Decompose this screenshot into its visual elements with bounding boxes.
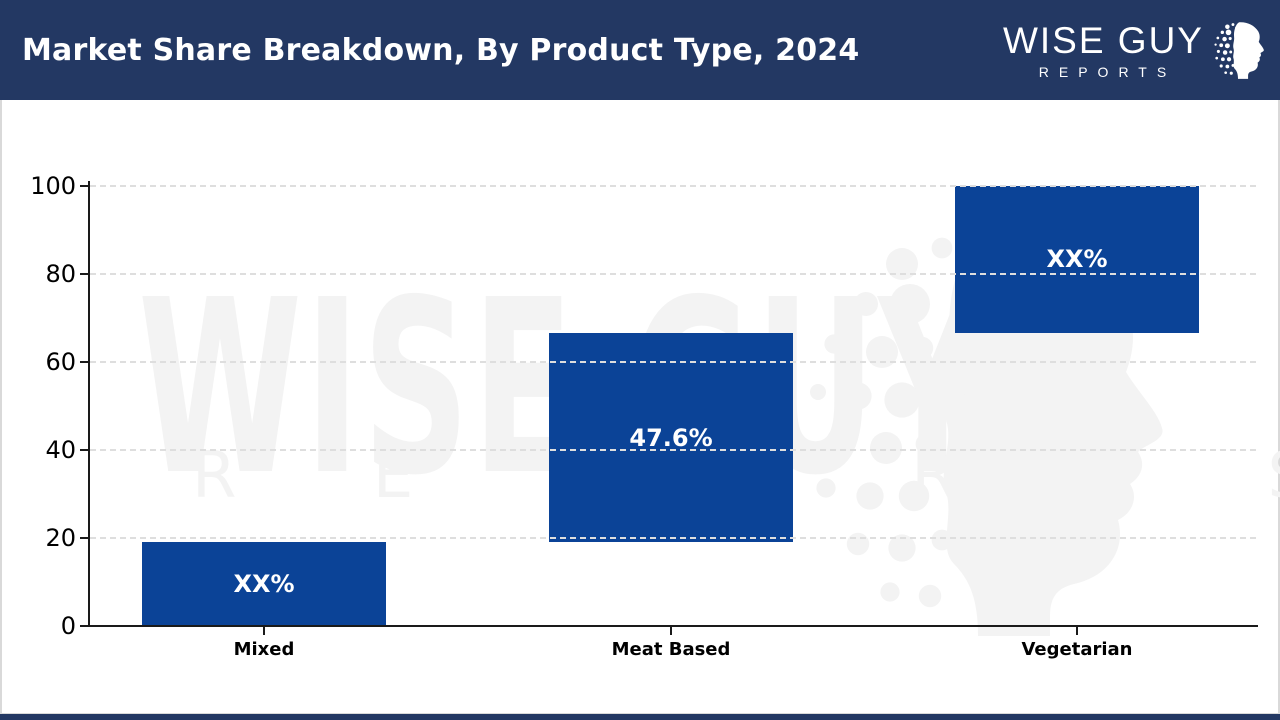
y-tick-label-60: 60 <box>45 348 76 376</box>
y-tick-40 <box>80 449 89 451</box>
bar-value-label: XX% <box>233 570 295 599</box>
header-bar: Market Share Breakdown, By Product Type,… <box>0 0 1280 100</box>
y-tick-label-20: 20 <box>45 524 76 552</box>
bar-value-label: 47.6% <box>629 423 713 452</box>
y-tick-0 <box>80 625 89 627</box>
x-tick-2 <box>1076 627 1078 635</box>
logo-text: WISE GUY REPORTS <box>1003 22 1204 79</box>
x-tick-0 <box>263 627 265 635</box>
y-axis-line <box>88 181 90 627</box>
x-axis-line <box>88 625 1258 627</box>
y-tick-100 <box>80 185 89 187</box>
logo-subtext: REPORTS <box>1038 63 1177 80</box>
footer-bar <box>0 714 1280 720</box>
gridline-20 <box>90 537 1256 539</box>
category-label-0: Mixed <box>233 639 295 660</box>
chart-title: Market Share Breakdown, By Product Type,… <box>22 32 860 68</box>
bar-vegetarian <box>955 186 1199 333</box>
bar-mixed <box>142 542 386 626</box>
gridline-60 <box>90 361 1256 363</box>
gridline-40 <box>90 449 1256 451</box>
y-tick-80 <box>80 273 89 275</box>
y-tick-label-0: 0 <box>60 612 76 640</box>
logo-wordmark: WISE GUY <box>1002 19 1204 61</box>
y-tick-label-100: 100 <box>30 172 76 200</box>
frame-bottom-line <box>0 713 1280 714</box>
y-tick-label-40: 40 <box>45 436 76 464</box>
y-tick-label-80: 80 <box>45 260 76 288</box>
gridline-100 <box>90 185 1256 187</box>
category-label-2: Vegetarian <box>1021 639 1133 660</box>
x-tick-1 <box>670 627 672 635</box>
bar-value-label: XX% <box>1046 245 1108 274</box>
gridline-80 <box>90 273 1256 275</box>
y-tick-60 <box>80 361 89 363</box>
wise-guy-reports-logo: WISE GUY REPORTS <box>1003 12 1266 88</box>
category-label-1: Meat Based <box>611 639 731 660</box>
bar-meat-based <box>549 332 793 543</box>
y-tick-20 <box>80 537 89 539</box>
